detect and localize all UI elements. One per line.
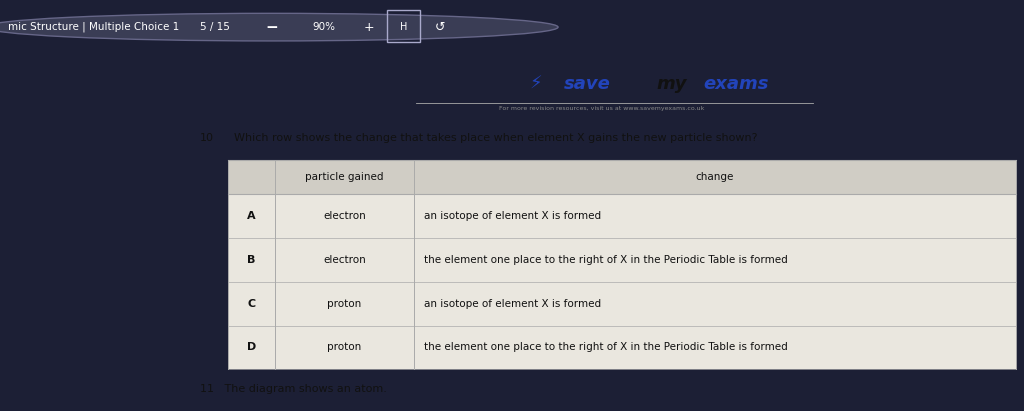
Text: D: D	[247, 342, 256, 353]
Text: save: save	[563, 75, 610, 92]
Text: the element one place to the right of X in the Periodic Table is formed: the element one place to the right of X …	[424, 342, 787, 353]
Text: electron: electron	[323, 255, 366, 265]
Text: B: B	[247, 255, 256, 265]
Text: change: change	[695, 172, 734, 182]
Text: Which row shows the change that takes place when element X gains the new particl: Which row shows the change that takes pl…	[234, 132, 758, 143]
Text: my: my	[656, 75, 687, 92]
Bar	[228, 159, 1016, 369]
Text: 11   The diagram shows an atom.: 11 The diagram shows an atom.	[201, 384, 387, 394]
Text: ⚡: ⚡	[529, 75, 543, 92]
Text: H: H	[399, 22, 408, 32]
Text: proton: proton	[328, 299, 361, 309]
Text: −: −	[265, 20, 278, 35]
Text: proton: proton	[328, 342, 361, 353]
Text: 5 / 15: 5 / 15	[200, 22, 229, 32]
Text: A: A	[247, 211, 256, 221]
Bar	[228, 159, 1016, 194]
Text: an isotope of element X is formed: an isotope of element X is formed	[424, 299, 601, 309]
Text: +: +	[364, 21, 374, 34]
Text: C: C	[248, 299, 256, 309]
Text: For more revision resources, visit us at www.savemyexams.co.uk: For more revision resources, visit us at…	[499, 106, 705, 111]
Circle shape	[0, 13, 558, 41]
Text: 90%: 90%	[312, 22, 335, 32]
Text: 10: 10	[201, 132, 214, 143]
Text: the element one place to the right of X in the Periodic Table is formed: the element one place to the right of X …	[424, 255, 787, 265]
Text: mic Structure | Multiple Choice 1: mic Structure | Multiple Choice 1	[8, 22, 179, 32]
Text: electron: electron	[323, 211, 366, 221]
Text: ↺: ↺	[435, 21, 445, 34]
Text: particle gained: particle gained	[305, 172, 384, 182]
Text: an isotope of element X is formed: an isotope of element X is formed	[424, 211, 601, 221]
Text: exams: exams	[702, 75, 768, 92]
